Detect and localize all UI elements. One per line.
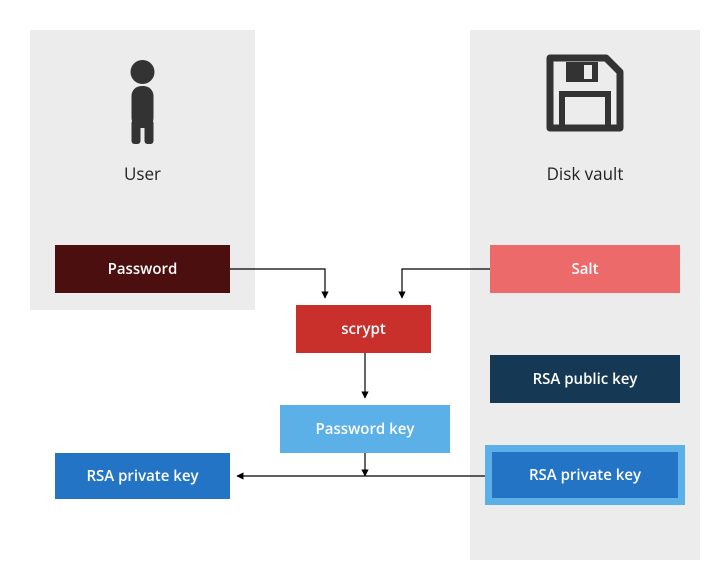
node-label-password_key: Password key (316, 419, 416, 439)
node-rsa_priv_out: RSA private key (55, 453, 230, 499)
node-password: Password (55, 245, 230, 293)
node-salt: Salt (490, 245, 680, 293)
panel-title-vault: Disk vault (547, 162, 624, 185)
node-label-rsa_priv_vault: RSA private key (529, 465, 642, 485)
diagram-svg: User Disk vault Password Salt scrypt RSA publ… (0, 0, 728, 585)
node-label-password: Password (108, 259, 178, 279)
node-label-rsa_public: RSA public key (533, 369, 639, 389)
node-scrypt: scrypt (296, 305, 431, 353)
node-label-rsa_priv_out: RSA private key (86, 466, 199, 486)
diagram-canvas: User Disk vault Password Salt scrypt RSA publ… (0, 0, 728, 585)
node-label-scrypt: scrypt (341, 319, 386, 339)
node-password_key: Password key (280, 405, 450, 453)
node-rsa_public: RSA public key (490, 355, 680, 403)
node-rsa_priv_vault: RSA private key (485, 445, 685, 505)
node-label-salt: Salt (571, 259, 598, 279)
nodes: Password Salt scrypt RSA public key Password… (55, 245, 685, 505)
panel-title-user: User (124, 162, 161, 185)
